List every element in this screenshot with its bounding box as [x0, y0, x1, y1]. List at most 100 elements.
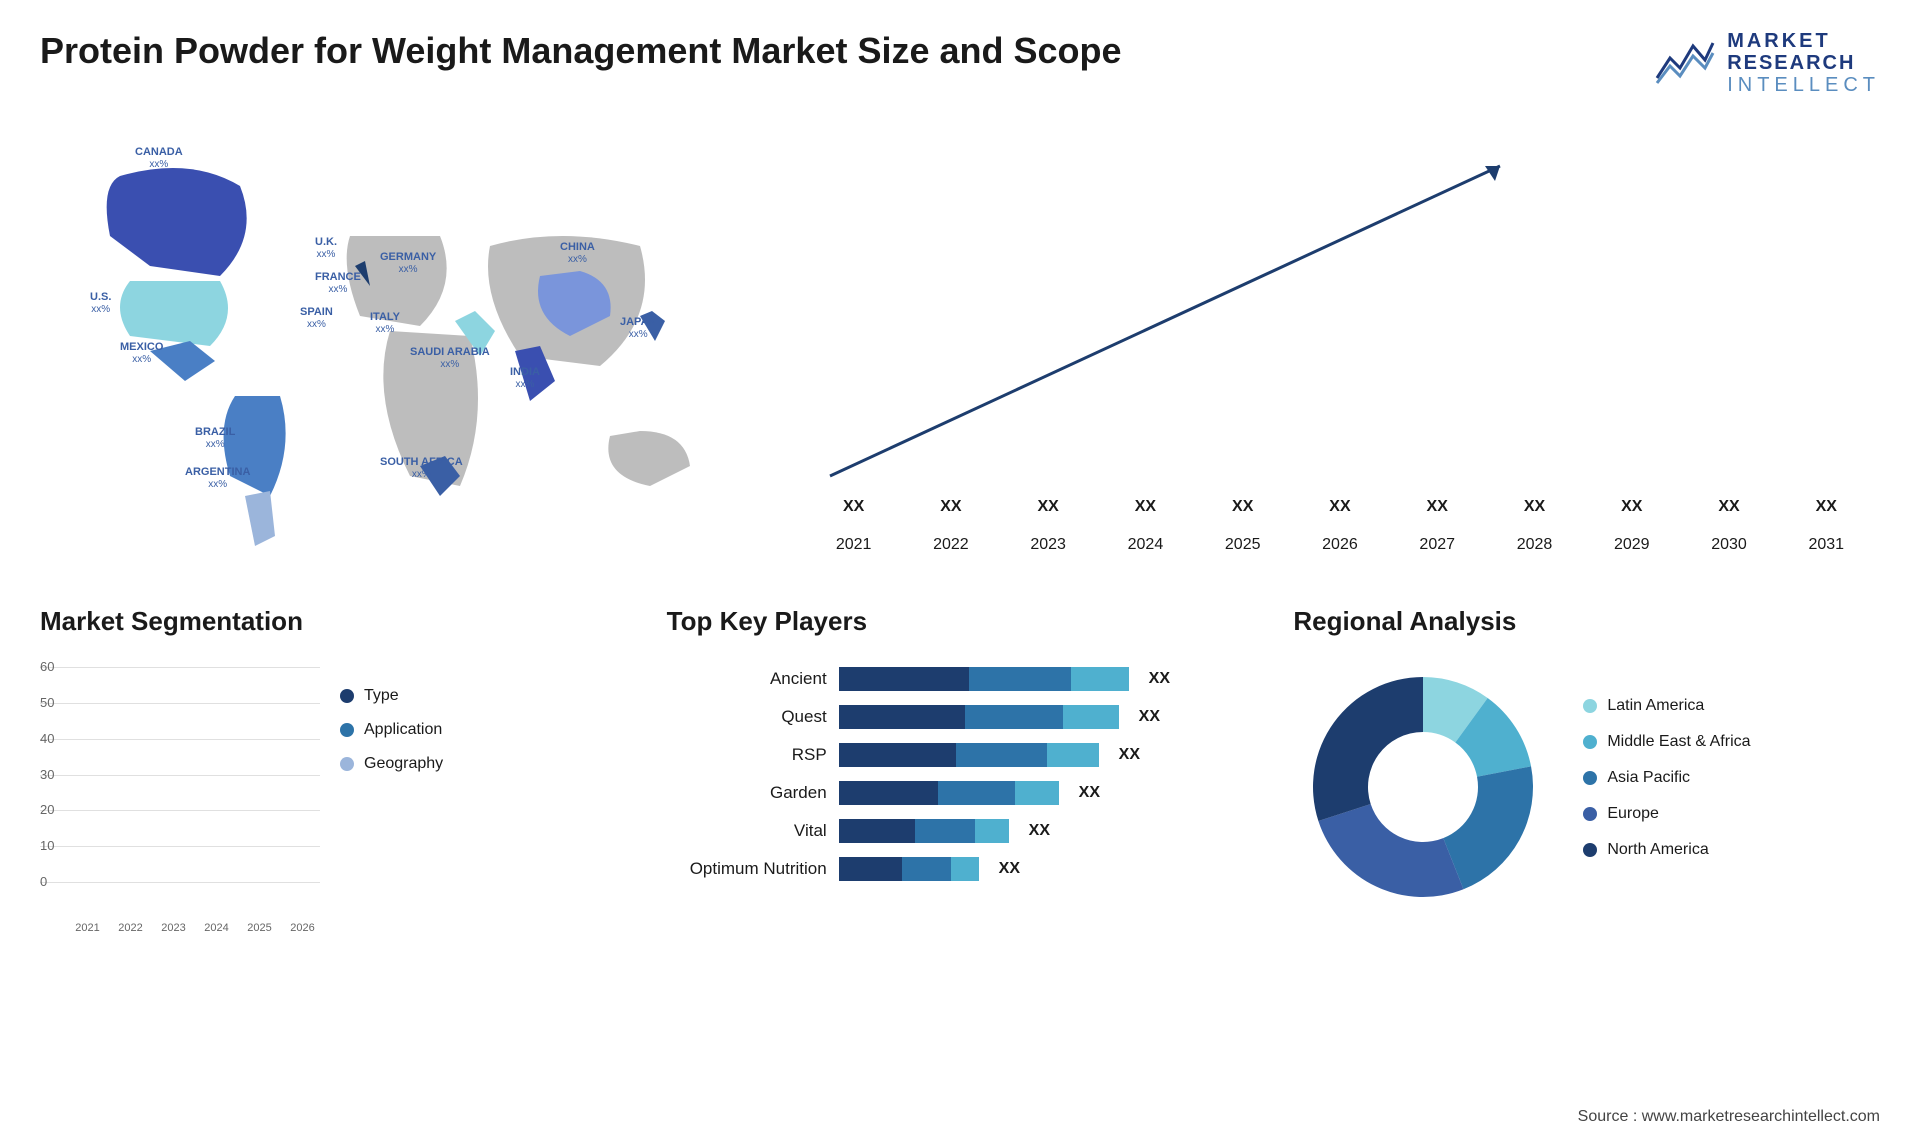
seg-year-label: 2023: [156, 922, 191, 934]
legend-swatch: [1583, 735, 1597, 749]
donut-slice: [1313, 677, 1423, 821]
kp-bar: [839, 667, 1129, 691]
kp-value: XX: [1149, 670, 1170, 688]
map-australia: [608, 431, 690, 486]
seg-ytick: 60: [40, 659, 54, 674]
kp-player-name: RSP: [667, 745, 827, 765]
kp-row: Garden XX: [667, 781, 1254, 805]
growth-year-label: 2025: [1199, 536, 1286, 554]
seg-legend-item: Application: [340, 721, 627, 739]
legend-label: North America: [1607, 841, 1708, 859]
growth-bar-value: XX: [1491, 498, 1578, 516]
segmentation-panel: Market Segmentation 01020304050602021202…: [40, 606, 627, 946]
kp-bar-segment: [839, 667, 970, 691]
map-label: BRAZILxx%: [195, 426, 235, 451]
kp-bar-segment: [839, 781, 938, 805]
map-label: CHINAxx%: [560, 241, 595, 266]
kp-bar: [839, 819, 1009, 843]
legend-label: Middle East & Africa: [1607, 733, 1750, 751]
growth-year-label: 2022: [907, 536, 994, 554]
kp-row: Vital XX: [667, 819, 1254, 843]
growth-year-label: 2027: [1394, 536, 1481, 554]
donut-legend-item: North America: [1583, 841, 1880, 859]
growth-year-label: 2030: [1685, 536, 1772, 554]
kp-bar-segment: [1015, 781, 1059, 805]
growth-bar-value: XX: [1199, 498, 1286, 516]
kp-row: RSP XX: [667, 743, 1254, 767]
kp-bar-segment: [839, 705, 965, 729]
kp-player-name: Optimum Nutrition: [667, 859, 827, 879]
map-canada: [107, 168, 247, 276]
seg-ytick: 0: [40, 874, 47, 889]
world-map-section: CANADAxx%U.S.xx%MEXICOxx%BRAZILxx%ARGENT…: [40, 116, 760, 566]
growth-year-label: 2026: [1296, 536, 1383, 554]
logo: MARKET RESEARCH INTELLECT: [1655, 30, 1880, 96]
kp-bar-segment: [975, 819, 1009, 843]
legend-swatch: [1583, 771, 1597, 785]
kp-row: Optimum Nutrition XX: [667, 857, 1254, 881]
map-label: U.K.xx%: [315, 236, 337, 261]
header: Protein Powder for Weight Management Mar…: [40, 30, 1880, 96]
map-label: CANADAxx%: [135, 146, 183, 171]
legend-label: Latin America: [1607, 697, 1704, 715]
regional-donut: [1293, 657, 1553, 917]
kp-row: QuestXX: [667, 705, 1254, 729]
legend-swatch: [1583, 843, 1597, 857]
seg-ytick: 50: [40, 695, 54, 710]
logo-text-2: RESEARCH: [1727, 52, 1880, 74]
growth-year-label: 2029: [1588, 536, 1675, 554]
legend-swatch: [1583, 699, 1597, 713]
kp-value: XX: [1079, 784, 1100, 802]
seg-year-label: 2024: [199, 922, 234, 934]
key-players-panel: Top Key Players AncientXXQuestXXRSPXXGar…: [667, 606, 1254, 946]
kp-bar-segment: [969, 667, 1071, 691]
map-label: MEXICOxx%: [120, 341, 163, 366]
map-label: SOUTH AFRICAxx%: [380, 456, 463, 481]
donut-legend-item: Latin America: [1583, 697, 1880, 715]
kp-value: XX: [1139, 708, 1160, 726]
seg-year-label: 2022: [113, 922, 148, 934]
growth-bar-value: XX: [1296, 498, 1383, 516]
growth-year-label: 2028: [1491, 536, 1578, 554]
key-players-chart: AncientXXQuestXXRSPXXGardenXXVitalXXOpti…: [667, 657, 1254, 881]
map-label: U.S.xx%: [90, 291, 111, 316]
donut-slice: [1444, 766, 1534, 889]
map-label: SPAINxx%: [300, 306, 333, 331]
kp-value: XX: [999, 860, 1020, 878]
logo-text-3: INTELLECT: [1727, 74, 1880, 96]
seg-year-label: 2026: [285, 922, 320, 934]
growth-bar-value: XX: [1685, 498, 1772, 516]
kp-bar-segment: [938, 781, 1015, 805]
seg-ytick: 30: [40, 767, 54, 782]
kp-bar-segment: [965, 705, 1063, 729]
key-players-title: Top Key Players: [667, 606, 1254, 637]
kp-value: XX: [1029, 822, 1050, 840]
map-argentina: [245, 491, 275, 546]
growth-bar-value: XX: [1005, 498, 1092, 516]
seg-legend-item: Geography: [340, 755, 627, 773]
map-label: ITALYxx%: [370, 311, 400, 336]
map-label: GERMANYxx%: [380, 251, 436, 276]
map-label: SAUDI ARABIAxx%: [410, 346, 490, 371]
kp-player-name: Vital: [667, 821, 827, 841]
growth-bar-value: XX: [907, 498, 994, 516]
legend-swatch: [340, 723, 354, 737]
kp-value: XX: [1119, 746, 1140, 764]
seg-legend-item: Type: [340, 687, 627, 705]
logo-icon: [1655, 38, 1715, 88]
growth-bar-value: XX: [1102, 498, 1189, 516]
kp-bar: [839, 781, 1059, 805]
kp-bar-segment: [902, 857, 951, 881]
map-label: INDIAxx%: [510, 366, 540, 391]
kp-bar-segment: [951, 857, 979, 881]
donut-legend-item: Middle East & Africa: [1583, 733, 1880, 751]
logo-text-1: MARKET: [1727, 30, 1880, 52]
seg-ytick: 10: [40, 838, 54, 853]
legend-label: Type: [364, 687, 399, 705]
growth-bar-value: XX: [1783, 498, 1870, 516]
kp-bar: [839, 705, 1119, 729]
legend-label: Geography: [364, 755, 443, 773]
regional-panel: Regional Analysis Latin AmericaMiddle Ea…: [1293, 606, 1880, 946]
kp-player-name: Garden: [667, 783, 827, 803]
growth-bar-value: XX: [1588, 498, 1675, 516]
